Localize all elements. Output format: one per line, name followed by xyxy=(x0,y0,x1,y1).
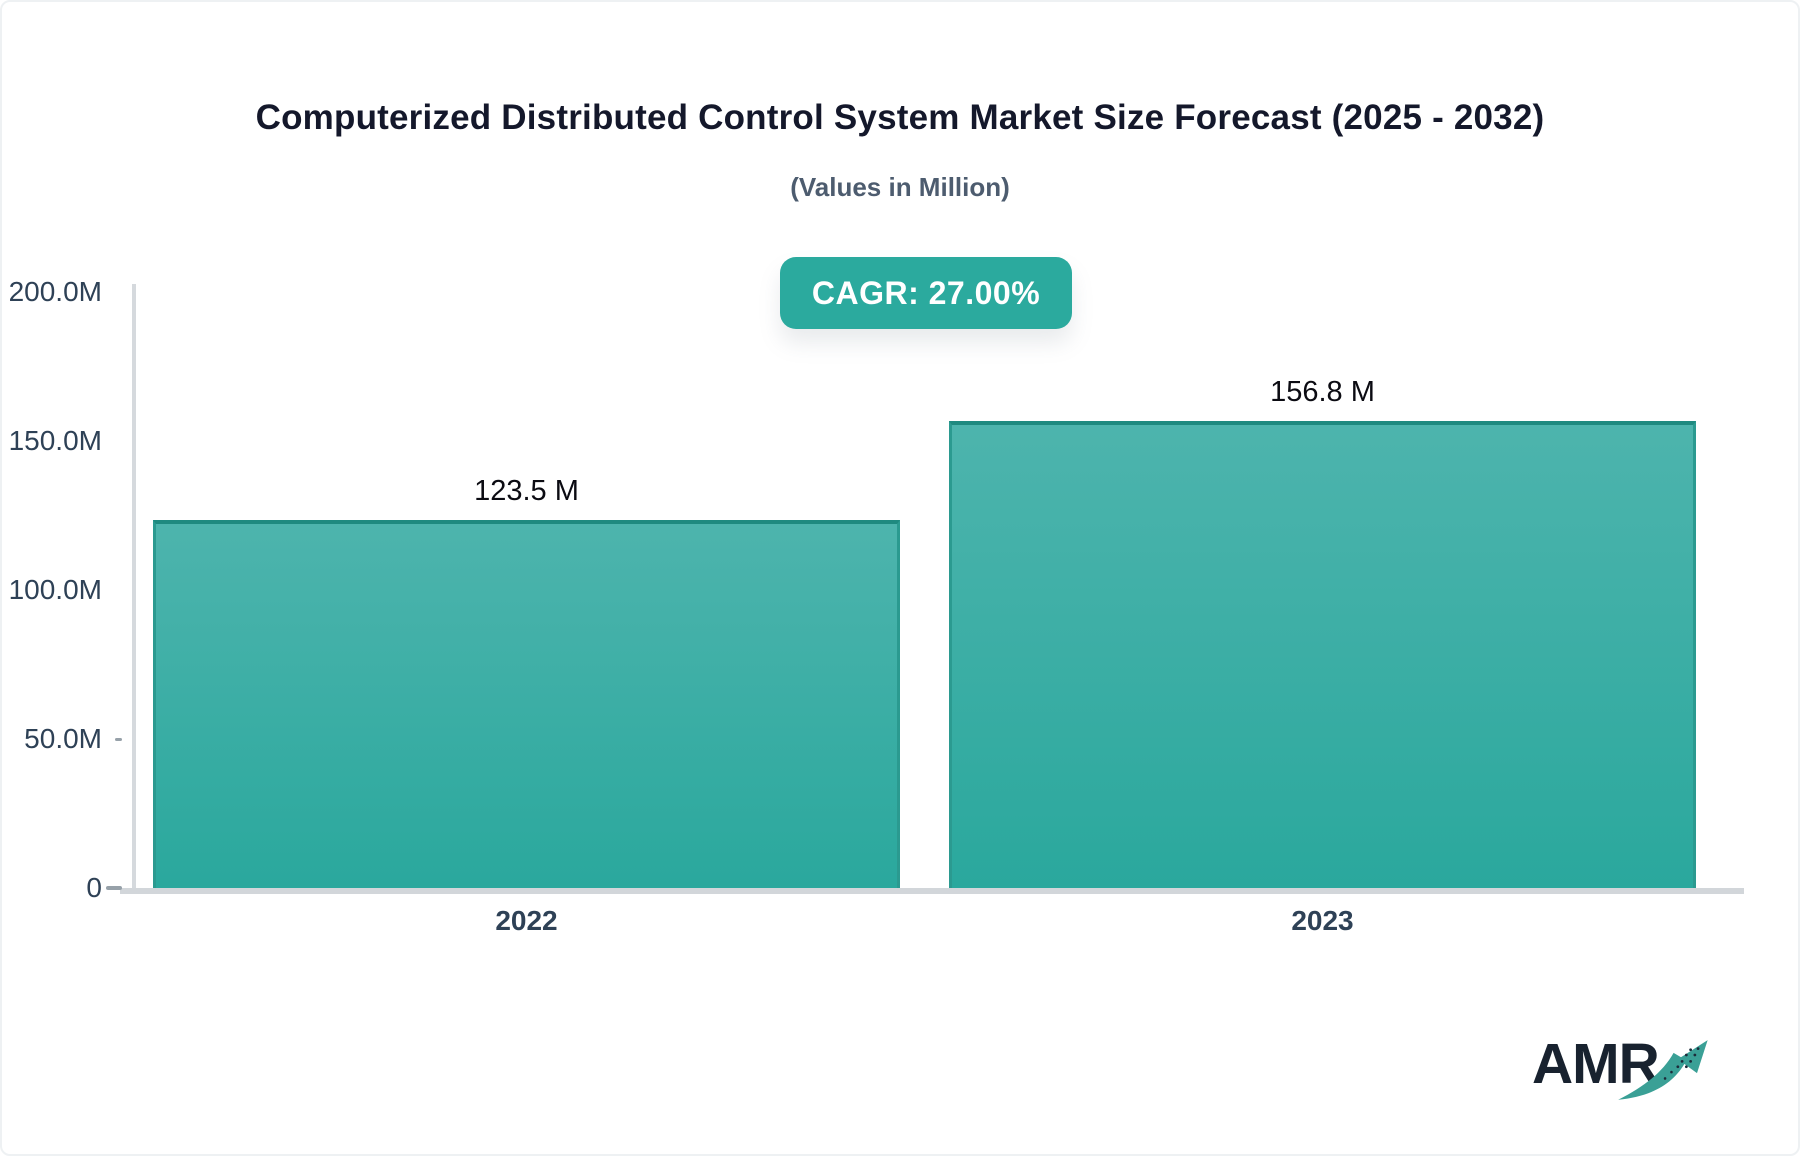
cagr-label: CAGR: 27.00% xyxy=(811,274,1041,311)
x-axis-label: 2023 xyxy=(1291,905,1354,936)
y-tick-label: 0 xyxy=(86,872,102,903)
bar-value-label: 156.8 M xyxy=(1270,376,1375,408)
bar-2022 xyxy=(153,520,900,888)
cagr-badge: CAGR: 27.00% xyxy=(780,257,1072,329)
amr-logo-text: AMR xyxy=(1532,1032,1660,1096)
chart-title: Computerized Distributed Control System … xyxy=(255,98,1545,137)
chart-subtitle: (Values in Million) xyxy=(790,172,1010,202)
trend-up-arrow-icon xyxy=(1618,1040,1708,1100)
y-axis-line xyxy=(132,284,136,894)
y-tick-dash xyxy=(115,737,122,741)
y-tick-label: 150.0M xyxy=(8,425,102,456)
y-tick-dash xyxy=(106,886,122,890)
y-tick-label: 50.0M xyxy=(24,723,102,754)
x-axis-label: 2022 xyxy=(495,905,558,936)
bar-value-label: 123.5 M xyxy=(474,475,579,507)
x-axis-line xyxy=(120,888,1744,894)
amr-logo: AMR xyxy=(1532,1034,1717,1118)
y-tick-label: 100.0M xyxy=(8,574,102,605)
bar-2023 xyxy=(949,421,1696,888)
y-tick-label: 200.0M xyxy=(8,276,102,307)
